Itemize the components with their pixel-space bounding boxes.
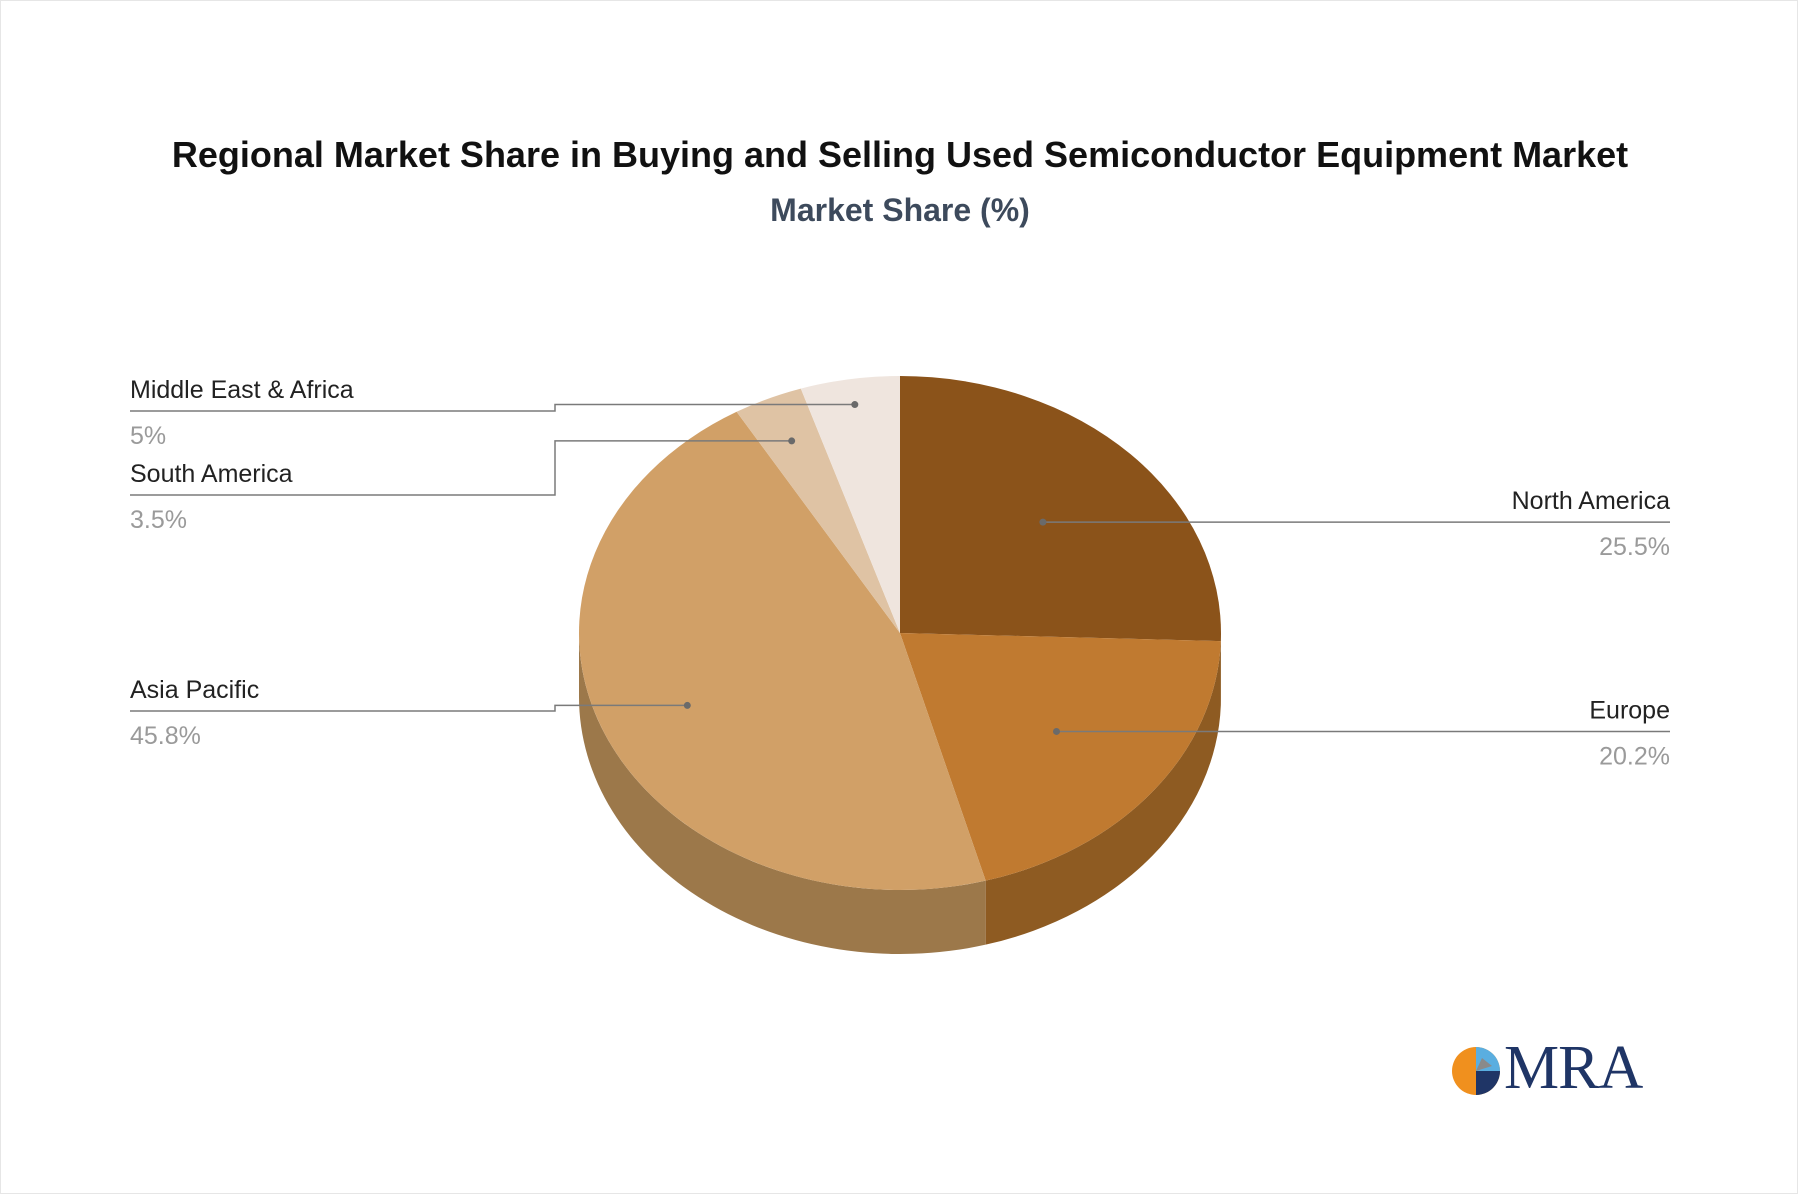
mra-logo bbox=[1448, 1038, 1638, 1098]
leader-dot-south-america bbox=[788, 437, 796, 445]
pie-slice-europe[interactable] bbox=[900, 633, 1221, 881]
slice-value-south-america: 3.5% bbox=[130, 506, 187, 534]
logo-text: MRA bbox=[1504, 1034, 1643, 1102]
slice-labels: North America 25.5% Europe 20.2% Asia Pacifi… bbox=[130, 376, 1670, 770]
chart-subtitle: Market Share (%) bbox=[770, 192, 1030, 228]
slice-label-south-america: South America bbox=[130, 460, 293, 488]
leader-lines bbox=[130, 401, 1670, 735]
pie-sides bbox=[579, 633, 1221, 955]
slice-value-europe: 20.2% bbox=[1599, 742, 1670, 770]
leader-dot-asia-pacific bbox=[683, 701, 691, 709]
slice-label-asia-pacific: Asia Pacific bbox=[130, 676, 259, 704]
pie-slice-north-america[interactable] bbox=[900, 376, 1221, 642]
leader-dot-middle-east-africa bbox=[851, 401, 859, 409]
pie-slice-asia-pacific[interactable] bbox=[579, 411, 986, 890]
leader-line-middle-east-africa bbox=[130, 403, 855, 412]
pie-slice-middle-east-africa[interactable] bbox=[800, 376, 900, 633]
slice-value-middle-east-africa: 5% bbox=[130, 422, 166, 450]
slice-value-north-america: 25.5% bbox=[1599, 533, 1670, 561]
slice-value-asia-pacific: 45.8% bbox=[130, 722, 201, 750]
pie-side-asia-pacific bbox=[579, 633, 986, 955]
leader-line-south-america bbox=[130, 440, 792, 496]
pie-side-europe bbox=[985, 641, 1221, 945]
slice-label-north-america: North America bbox=[1512, 487, 1670, 515]
slice-label-middle-east-africa: Middle East & Africa bbox=[130, 376, 354, 404]
pie-slices bbox=[579, 376, 1221, 890]
chart-title: Regional Market Share in Buying and Sell… bbox=[171, 134, 1629, 175]
pie-slice-south-america[interactable] bbox=[736, 388, 900, 633]
leader-line-asia-pacific bbox=[130, 704, 688, 712]
logo-mark-icon bbox=[1452, 1047, 1500, 1095]
slice-label-europe: Europe bbox=[1589, 696, 1670, 724]
leader-dot-north-america bbox=[1039, 518, 1047, 526]
leader-dot-europe bbox=[1052, 727, 1060, 735]
